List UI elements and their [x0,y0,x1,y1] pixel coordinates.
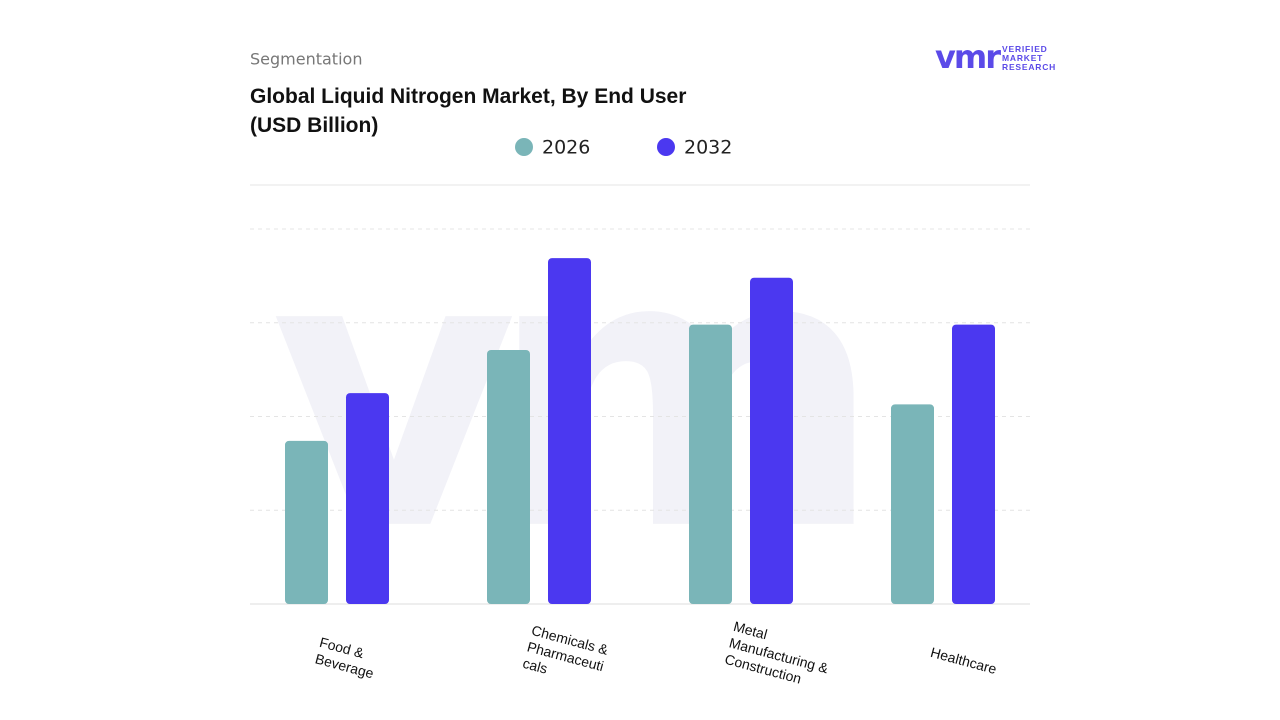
logo-mark: vmr [935,38,1001,76]
bar [689,324,732,604]
legend-label: 2032 [684,137,732,159]
section-label: Segmentation [250,50,362,69]
bar [750,277,793,604]
bar [487,349,530,604]
legend-swatch [657,138,675,156]
bar [952,324,995,604]
legend-label: 2026 [542,137,590,159]
bar [285,440,328,604]
chart-title: Global Liquid Nitrogen Market, By End Us… [250,85,687,137]
logo-text: VERIFIED MARKET RESEARCH [1002,44,1057,72]
bar [891,404,934,604]
bar [548,258,591,604]
bar [346,393,389,604]
legend-swatch [515,138,533,156]
